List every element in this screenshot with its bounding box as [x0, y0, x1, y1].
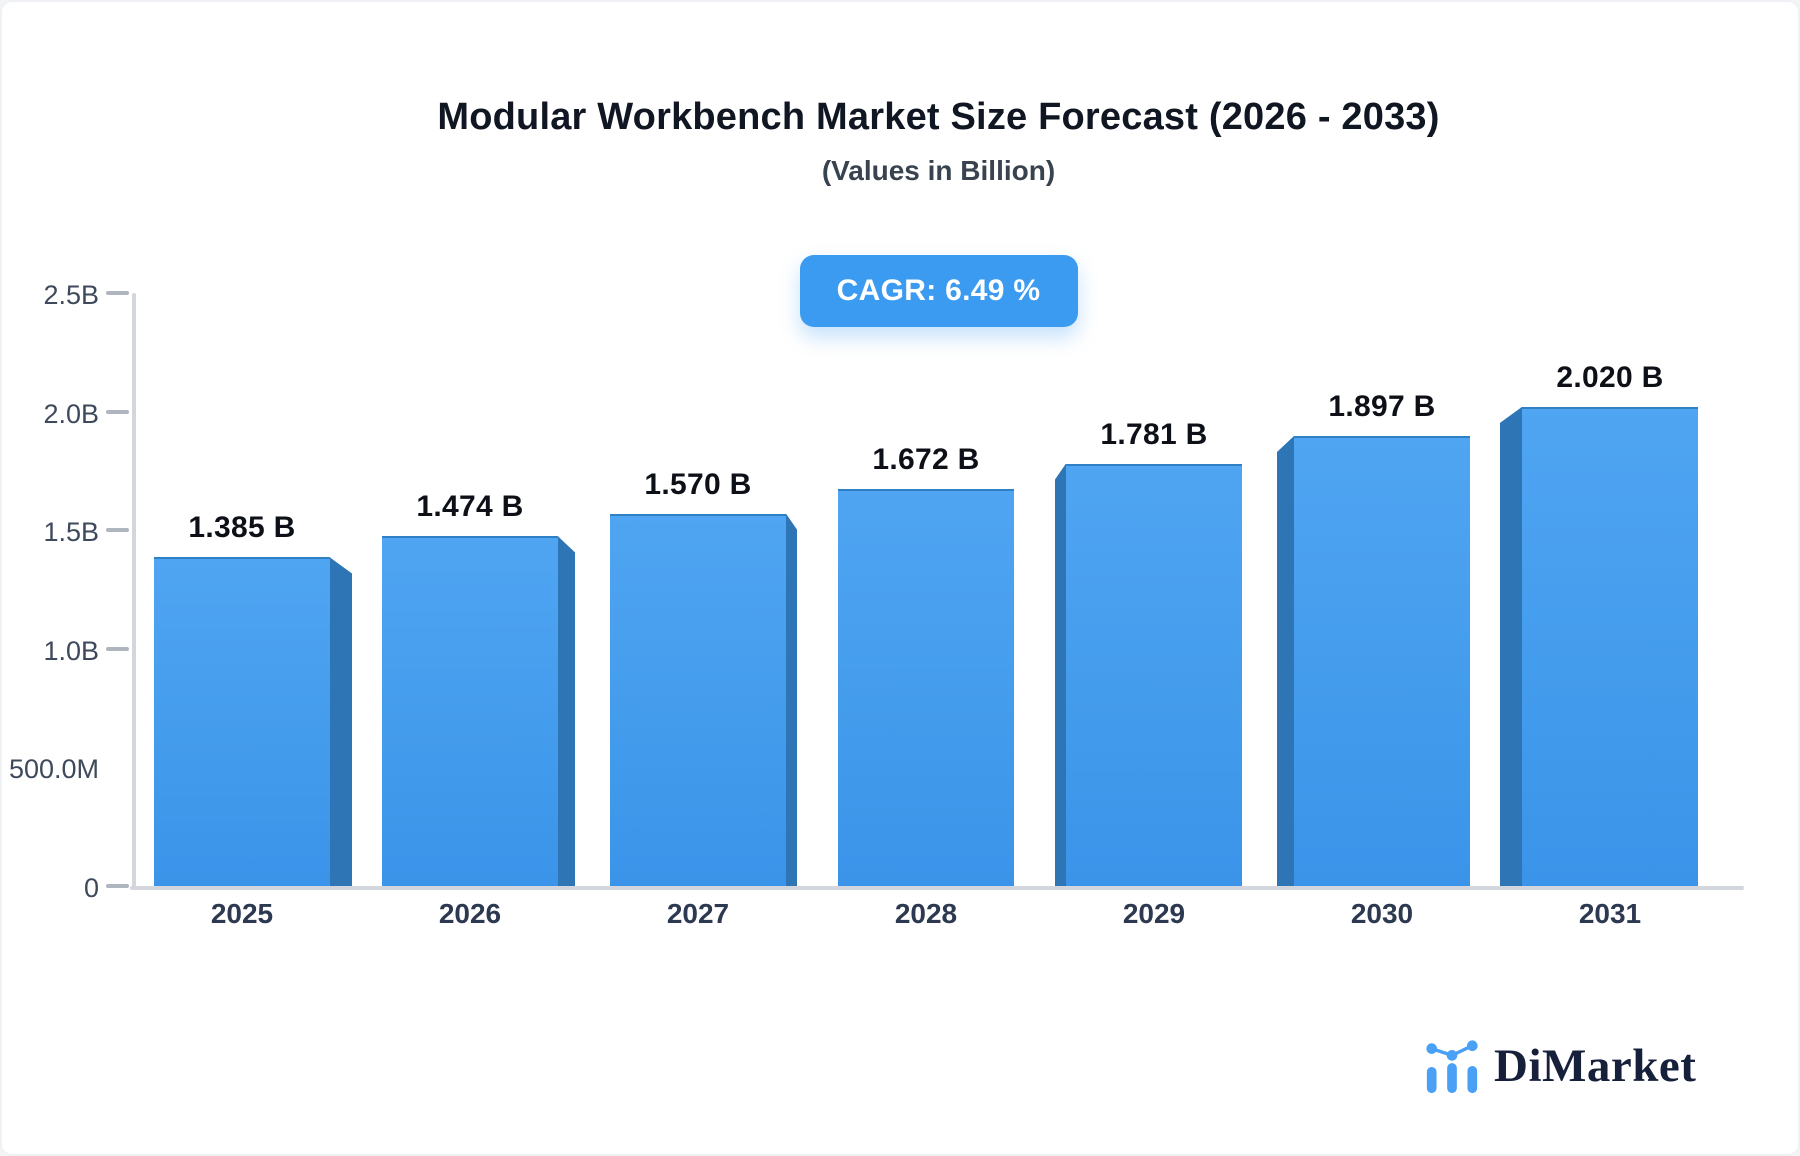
bar-value-label: 1.897 B [1328, 390, 1436, 424]
chart-header: Modular Workbench Market Size Forecast (… [133, 2, 1744, 327]
y-axis-tick-mark [106, 646, 129, 651]
x-axis-label-2026: 2026 [438, 898, 502, 929]
x-axis-label-2027: 2027 [666, 898, 730, 929]
bar-value-label: 1.385 B [188, 511, 296, 545]
x-axis-line [130, 886, 1744, 890]
x-axis-label-2025: 2025 [210, 898, 274, 929]
cagr-badge: CAGR: 6.49 % [799, 255, 1078, 327]
y-axis-tick-label: 500.0M [8, 754, 99, 785]
bar-3d-side [1277, 436, 1294, 886]
bar-chart-icon [1426, 1040, 1478, 1094]
y-axis-tick-mark [106, 884, 129, 888]
bar-value-label: 1.570 B [644, 467, 752, 501]
dimarket-logo: DiMarket [1423, 1038, 1696, 1094]
y-axis-tick-mark [106, 409, 129, 414]
bar-3d-side [1055, 463, 1066, 886]
bar-2028[interactable] [838, 489, 1014, 886]
bar-2030[interactable] [1294, 436, 1470, 886]
bar-3d-side [786, 513, 797, 886]
bar-2029[interactable] [1066, 463, 1242, 886]
chart-title: Modular Workbench Market Size Forecast (… [437, 96, 1440, 138]
bar-2031[interactable] [1522, 406, 1698, 886]
chart-subtitle: (Values in Billion) [821, 155, 1056, 186]
bar-value-label: 1.672 B [872, 443, 980, 477]
bar-value-label: 1.474 B [416, 490, 524, 524]
bar-2027[interactable] [610, 513, 786, 886]
bar-2026[interactable] [382, 536, 558, 886]
y-axis-tick-label: 1.0B [43, 635, 99, 666]
y-axis-tick-label: 1.5B [43, 517, 99, 548]
y-axis-tick-label: 2.5B [43, 280, 99, 310]
bar-2025[interactable] [154, 557, 330, 886]
bar-3d-side [330, 557, 352, 886]
cagr-badge-label: CAGR: 6.49 % [836, 274, 1041, 307]
x-axis-label-2031: 2031 [1578, 898, 1642, 929]
bar-3d-side [1500, 406, 1522, 886]
y-axis-tick-label: 0 [83, 873, 99, 903]
bar-3d-side [558, 536, 575, 886]
y-axis-tick-mark [106, 528, 129, 533]
y-axis-tick-label: 2.0B [43, 398, 99, 429]
logo-text: DiMarket [1494, 1040, 1697, 1092]
bar-value-label: 1.781 B [1100, 417, 1208, 451]
x-axis-label-2029: 2029 [1122, 898, 1186, 929]
x-axis-label-2028: 2028 [894, 898, 958, 929]
x-axis-label-2030: 2030 [1350, 898, 1414, 929]
bar-value-label: 2.020 B [1556, 360, 1664, 394]
y-axis-line [132, 293, 136, 888]
y-axis-tick-mark [106, 291, 129, 295]
